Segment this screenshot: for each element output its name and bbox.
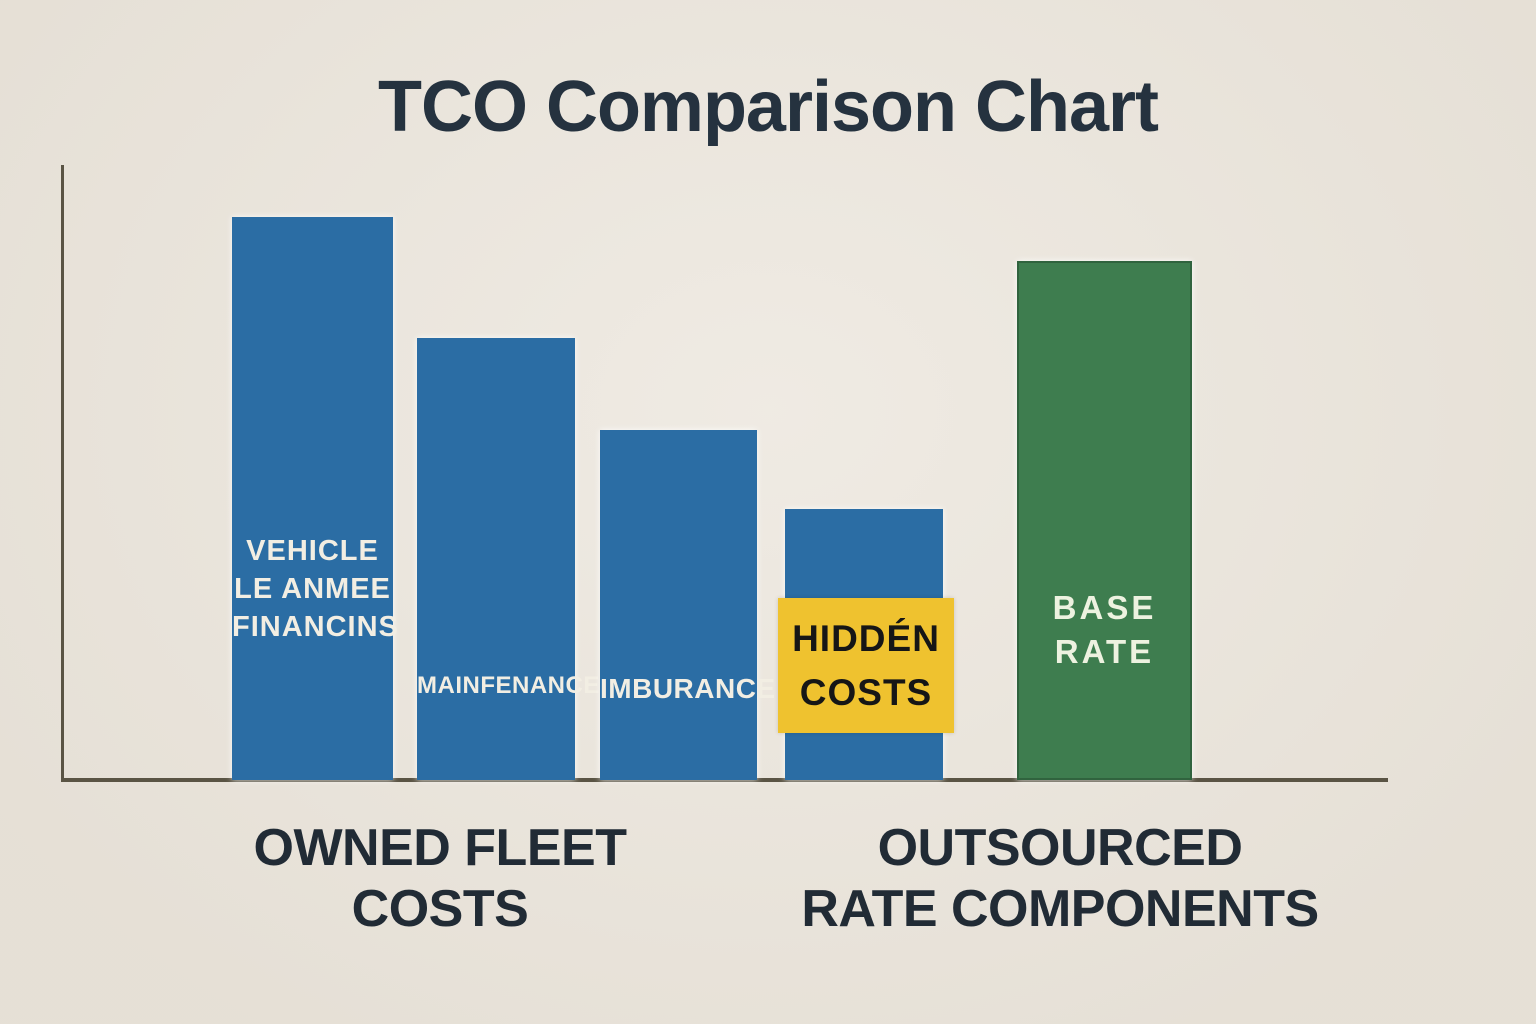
group-label-line: OWNED FLEET <box>253 819 627 877</box>
bar-label-line: VEHICLE <box>246 535 379 567</box>
bar-vehicle-lease-financing: VEHICLE LE ANMEE FINANCINS <box>232 217 399 780</box>
bar-label-line: IMBURANCE <box>600 673 776 704</box>
group-label-line: COSTS <box>351 880 529 938</box>
hidden-costs-badge: HIDDÉN COSTS <box>778 598 954 733</box>
bar-label-vehicle-lease-financing: VEHICLE LE ANMEE FINANCINS <box>232 532 399 646</box>
bar-label-line: MAINFENANCE <box>417 672 600 699</box>
bar-base-rate: BASE RATE <box>1017 261 1192 780</box>
chart-title: TCO Comparison Chart <box>377 67 1159 147</box>
bar-label-line: FINANCINS <box>232 611 399 643</box>
bar-maintenance: MAINFENANCE <box>417 338 600 780</box>
badge-label-line: HIDDÉN <box>792 617 940 659</box>
bar-label-maintenance: MAINFENANCE <box>417 672 600 700</box>
bar-insurance: IMBURANCE <box>600 430 776 780</box>
x-axis-line <box>61 778 1388 782</box>
y-axis-line <box>61 165 64 782</box>
bar-label-line: BASE <box>1052 589 1157 626</box>
bar-label-base-rate: BASE RATE <box>1019 586 1190 674</box>
axis-group-label-owned-fleet-costs: OWNED FLEET COSTS <box>205 818 675 940</box>
bar-label-line: LE ANMEE <box>234 573 391 605</box>
bar-label-line: RATE <box>1054 633 1155 670</box>
axis-group-label-outsourced-rate-components: OUTSOURCED RATE COMPONENTS <box>770 818 1350 940</box>
group-label-line: RATE COMPONENTS <box>801 880 1319 938</box>
group-label-line: OUTSOURCED <box>877 819 1243 877</box>
badge-label-line: COSTS <box>799 671 933 713</box>
bar-label-insurance: IMBURANCE <box>600 673 776 705</box>
